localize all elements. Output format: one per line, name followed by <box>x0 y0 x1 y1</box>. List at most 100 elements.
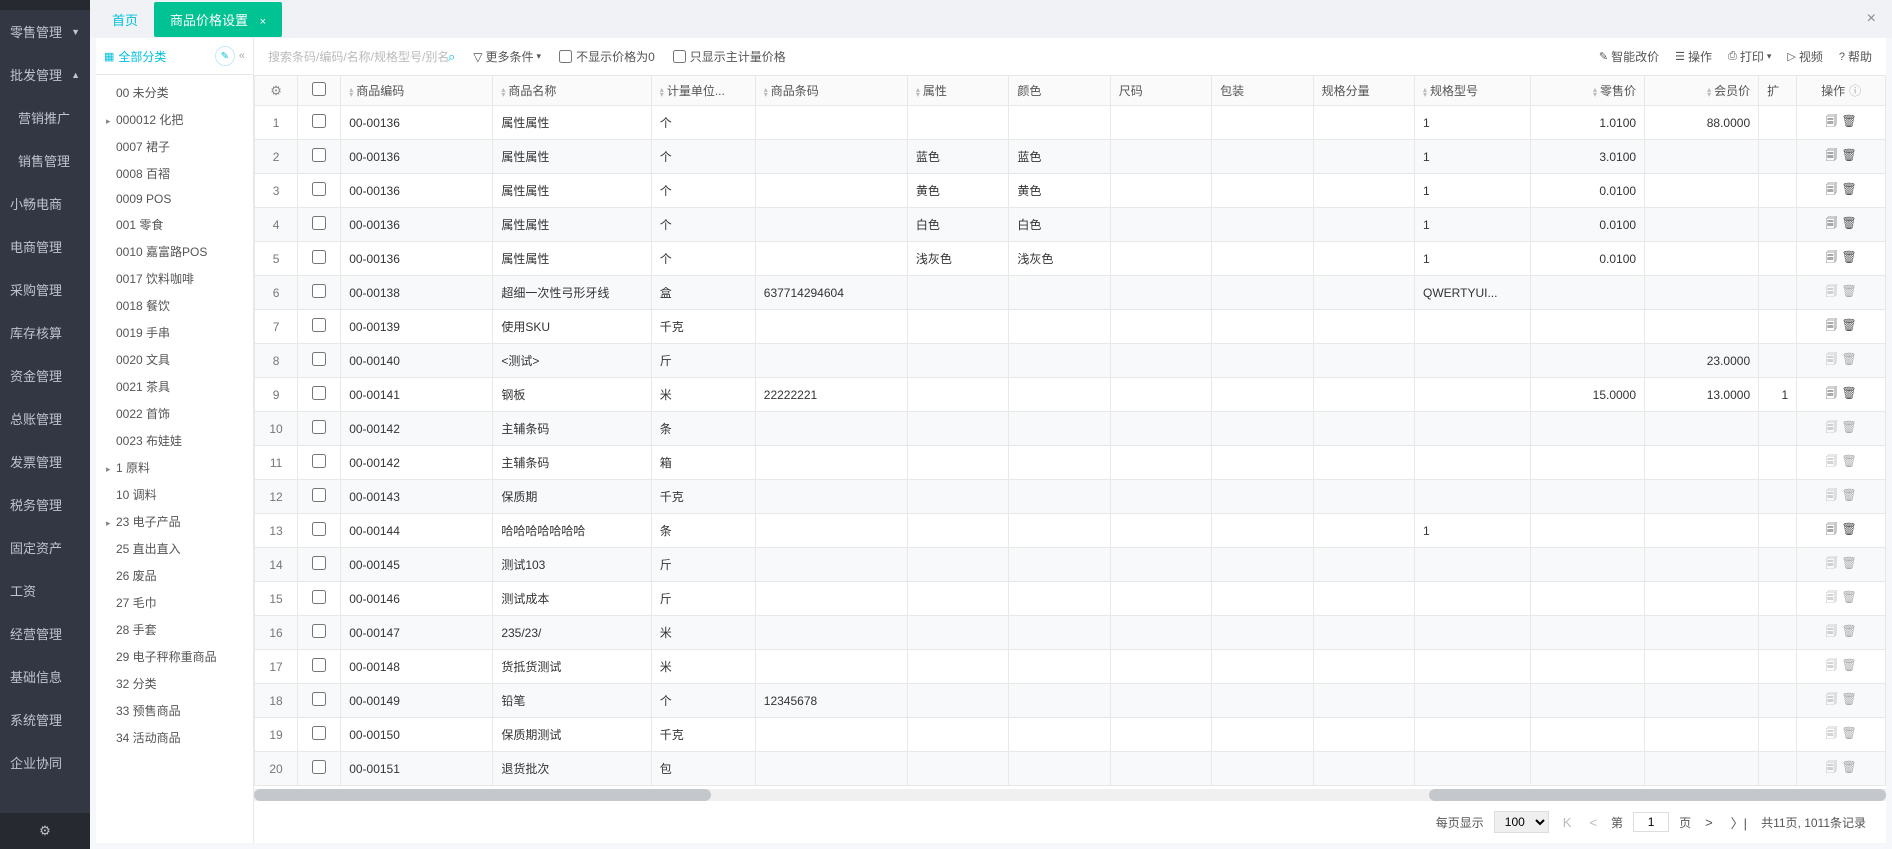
col-checkbox[interactable] <box>298 76 341 106</box>
cell-member[interactable] <box>1645 650 1759 684</box>
note-icon[interactable]: 🗐 <box>1825 114 1837 128</box>
edit-tree-button[interactable]: ✎ <box>215 46 235 66</box>
cell-retail[interactable]: 3.0100 <box>1530 140 1644 174</box>
scroll-thumb[interactable] <box>1429 789 1886 801</box>
sidebar-item-13[interactable]: 工资 <box>0 569 90 612</box>
row-checkbox[interactable] <box>312 454 326 468</box>
tree-node[interactable]: ▸23 电子产品 <box>96 508 253 535</box>
cell-retail[interactable]: 0.0100 <box>1530 208 1644 242</box>
col-size[interactable]: 尺码 <box>1110 76 1211 106</box>
row-checkbox[interactable] <box>312 624 326 638</box>
sidebar-item-14[interactable]: 经营管理 <box>0 612 90 655</box>
col-settings[interactable]: ⚙ <box>255 76 298 106</box>
sidebar-item-3[interactable]: 销售管理 <box>0 139 90 182</box>
delete-icon[interactable]: 🗑 <box>1841 624 1856 638</box>
note-icon[interactable]: 🗐 <box>1825 658 1837 672</box>
delete-icon[interactable]: 🗑 <box>1841 590 1856 604</box>
cell-retail[interactable]: 1.0100 <box>1530 106 1644 140</box>
sidebar-item-0[interactable]: 零售管理▼ <box>0 10 90 53</box>
main-unit-input[interactable] <box>673 50 686 63</box>
last-page-button[interactable]: 〉| <box>1727 813 1751 832</box>
cell-member[interactable] <box>1645 480 1759 514</box>
table-row[interactable]: 1700-00148货抵货测试米🗐🗑 <box>255 650 1886 684</box>
cell-member[interactable]: 23.0000 <box>1645 344 1759 378</box>
cell-retail[interactable]: 0.0100 <box>1530 242 1644 276</box>
tree-node[interactable]: 0007 裙子 <box>96 133 253 160</box>
row-checkbox[interactable] <box>312 726 326 740</box>
tree-node[interactable]: 32 分类 <box>96 670 253 697</box>
row-checkbox[interactable] <box>312 522 326 536</box>
cell-retail[interactable] <box>1530 684 1644 718</box>
tree-node[interactable]: 001 零食 <box>96 211 253 238</box>
sidebar-item-8[interactable]: 资金管理 <box>0 354 90 397</box>
sidebar-item-17[interactable]: 企业协同 <box>0 741 90 784</box>
cell-member[interactable] <box>1645 718 1759 752</box>
sidebar-item-7[interactable]: 库存核算 <box>0 311 90 354</box>
cell-retail[interactable] <box>1530 480 1644 514</box>
table-row[interactable]: 300-00136属性属性个黄色黄色10.0100🗐🗑 <box>255 174 1886 208</box>
tree-node[interactable]: 34 活动商品 <box>96 724 253 751</box>
table-row[interactable]: 900-00141钢板米2222222115.000013.00001🗐🗑 <box>255 378 1886 412</box>
table-row[interactable]: 2000-00151退货批次包🗐🗑 <box>255 752 1886 786</box>
close-all-tabs[interactable]: × <box>1857 10 1886 28</box>
page-input[interactable] <box>1633 812 1669 832</box>
row-checkbox[interactable] <box>312 216 326 230</box>
col-unit[interactable]: ▴▾计量单位... <box>651 76 755 106</box>
row-checkbox[interactable] <box>312 386 326 400</box>
cell-member[interactable] <box>1645 310 1759 344</box>
cell-retail[interactable]: 0.0100 <box>1530 174 1644 208</box>
cell-retail[interactable] <box>1530 514 1644 548</box>
table-row[interactable]: 1400-00145测试103斤🗐🗑 <box>255 548 1886 582</box>
delete-icon[interactable]: 🗑 <box>1841 318 1856 332</box>
sidebar-item-15[interactable]: 基础信息 <box>0 655 90 698</box>
table-row[interactable]: 1900-00150保质期测试千克🗐🗑 <box>255 718 1886 752</box>
row-checkbox[interactable] <box>312 590 326 604</box>
col-name[interactable]: ▴▾商品名称 <box>493 76 651 106</box>
cell-member[interactable] <box>1645 514 1759 548</box>
row-checkbox[interactable] <box>312 148 326 162</box>
delete-icon[interactable]: 🗑 <box>1841 386 1856 400</box>
cell-member[interactable] <box>1645 752 1759 786</box>
info-icon[interactable]: ⓘ <box>1849 84 1861 98</box>
col-code[interactable]: ▴▾商品编码 <box>341 76 493 106</box>
note-icon[interactable]: 🗐 <box>1825 760 1837 774</box>
row-checkbox[interactable] <box>312 182 326 196</box>
table-row[interactable]: 800-00140<测试>斤23.0000🗐🗑 <box>255 344 1886 378</box>
cell-retail[interactable] <box>1530 548 1644 582</box>
sidebar-item-16[interactable]: 系统管理 <box>0 698 90 741</box>
sidebar-item-11[interactable]: 税务管理 <box>0 483 90 526</box>
table-row[interactable]: 400-00136属性属性个白色白色10.0100🗐🗑 <box>255 208 1886 242</box>
delete-icon[interactable]: 🗑 <box>1841 488 1856 502</box>
prev-page-button[interactable]: < <box>1585 815 1601 830</box>
delete-icon[interactable]: 🗑 <box>1841 216 1856 230</box>
col-retail[interactable]: ▴▾零售价 <box>1530 76 1644 106</box>
tree-node[interactable]: 0021 茶具 <box>96 373 253 400</box>
note-icon[interactable]: 🗐 <box>1825 522 1837 536</box>
cell-member[interactable] <box>1645 616 1759 650</box>
tree-node[interactable]: 0009 POS <box>96 187 253 211</box>
row-checkbox[interactable] <box>312 114 326 128</box>
row-checkbox[interactable] <box>312 488 326 502</box>
delete-icon[interactable]: 🗑 <box>1841 692 1856 706</box>
table-row[interactable]: 600-00138超细一次性弓形牙线盒637714294604QWERTYUI.… <box>255 276 1886 310</box>
cell-member[interactable] <box>1645 582 1759 616</box>
tree-node[interactable]: 0022 首饰 <box>96 400 253 427</box>
more-conditions-button[interactable]: ▽ 更多条件 ▾ <box>473 48 541 65</box>
col-color[interactable]: 颜色 <box>1009 76 1110 106</box>
cell-member[interactable] <box>1645 684 1759 718</box>
cell-retail[interactable] <box>1530 650 1644 684</box>
tab-price-settings[interactable]: 商品价格设置 × <box>154 2 282 37</box>
col-spec-weight[interactable]: 规格分量 <box>1313 76 1414 106</box>
tree-title[interactable]: 全部分类 <box>118 48 214 65</box>
row-checkbox[interactable] <box>312 556 326 570</box>
note-icon[interactable]: 🗐 <box>1825 488 1837 502</box>
tree-node[interactable]: 29 电子秤称重商品 <box>96 643 253 670</box>
sidebar-item-4[interactable]: 小畅电商 <box>0 182 90 225</box>
note-icon[interactable]: 🗐 <box>1825 590 1837 604</box>
search-icon[interactable]: ⌕ <box>448 49 455 65</box>
cell-member[interactable]: 88.0000 <box>1645 106 1759 140</box>
cell-retail[interactable] <box>1530 412 1644 446</box>
tree-node[interactable]: 0020 文具 <box>96 346 253 373</box>
delete-icon[interactable]: 🗑 <box>1841 352 1856 366</box>
cell-member[interactable] <box>1645 446 1759 480</box>
